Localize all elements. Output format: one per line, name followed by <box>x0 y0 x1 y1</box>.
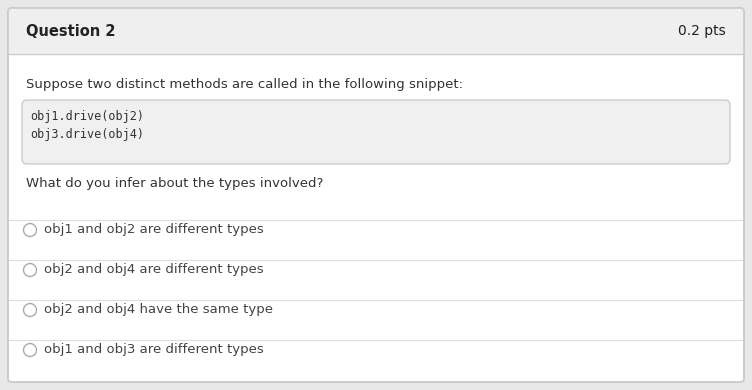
Circle shape <box>23 223 37 236</box>
Circle shape <box>23 303 37 317</box>
Text: obj2 and obj4 are different types: obj2 and obj4 are different types <box>44 264 264 277</box>
Text: Question 2: Question 2 <box>26 23 116 39</box>
FancyBboxPatch shape <box>8 8 744 54</box>
Circle shape <box>23 264 37 277</box>
Circle shape <box>23 344 37 356</box>
Text: obj1 and obj3 are different types: obj1 and obj3 are different types <box>44 344 264 356</box>
FancyBboxPatch shape <box>22 100 730 164</box>
Text: obj1.drive(obj2): obj1.drive(obj2) <box>30 110 144 123</box>
Text: What do you infer about the types involved?: What do you infer about the types involv… <box>26 177 323 190</box>
Bar <box>9 54 743 381</box>
Bar <box>8 31 744 54</box>
Text: obj1 and obj2 are different types: obj1 and obj2 are different types <box>44 223 264 236</box>
Text: obj2 and obj4 have the same type: obj2 and obj4 have the same type <box>44 303 273 317</box>
Text: Suppose two distinct methods are called in the following snippet:: Suppose two distinct methods are called … <box>26 78 463 91</box>
Text: obj3.drive(obj4): obj3.drive(obj4) <box>30 128 144 141</box>
FancyBboxPatch shape <box>8 8 744 382</box>
Text: 0.2 pts: 0.2 pts <box>678 24 726 38</box>
